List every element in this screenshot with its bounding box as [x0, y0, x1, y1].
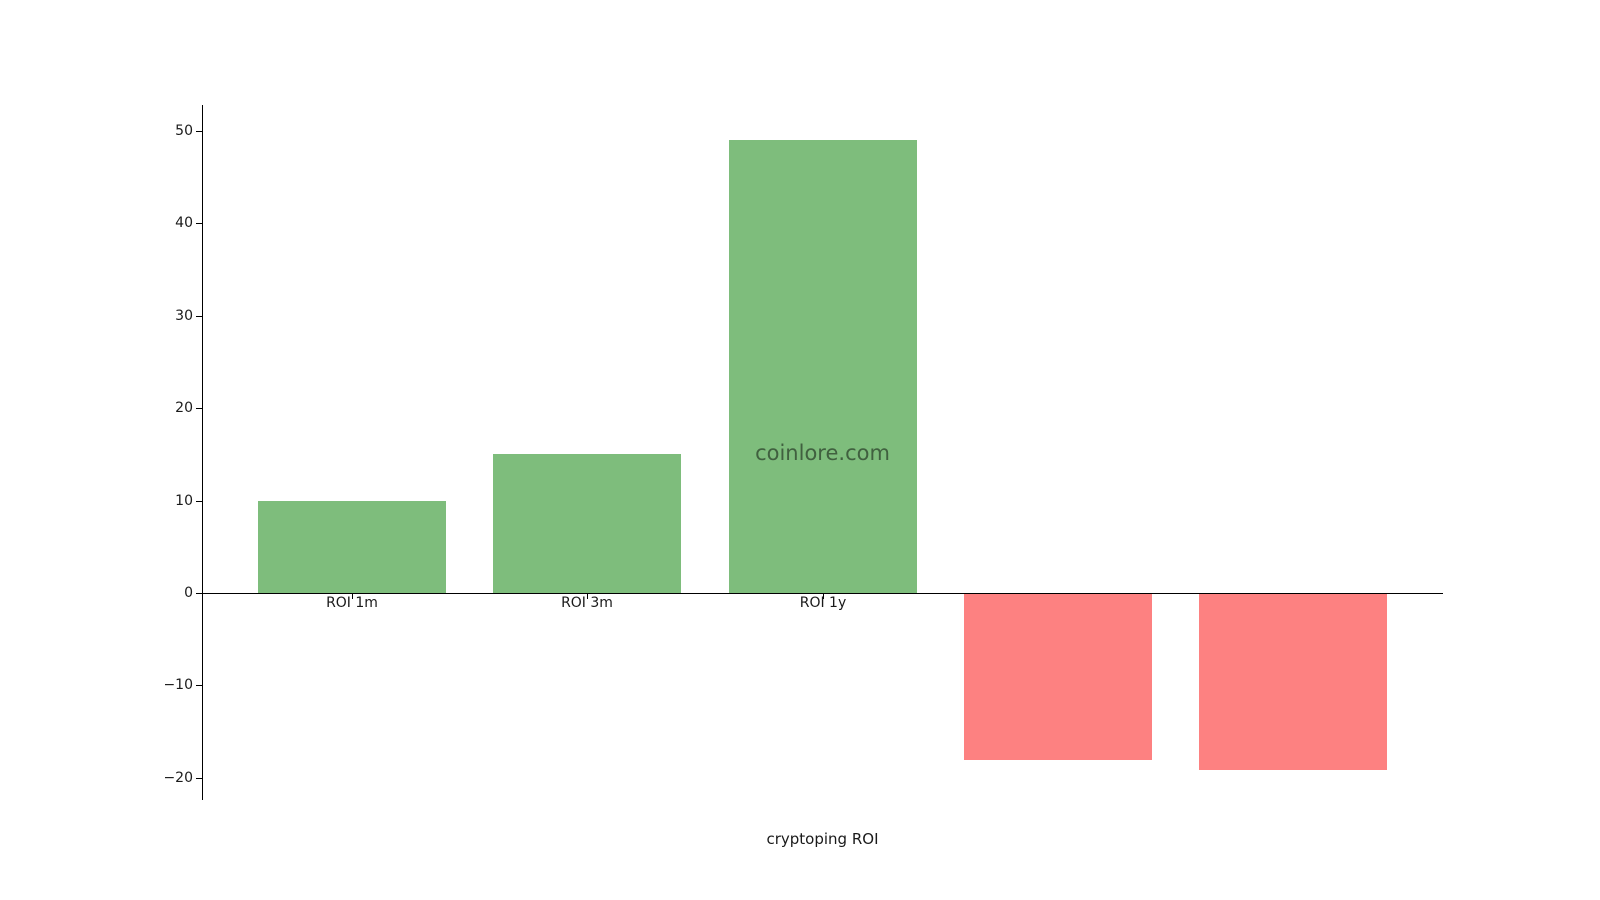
bar [493, 454, 681, 593]
y-tick-mark [196, 131, 202, 132]
bar [729, 140, 917, 593]
x-tick-label: ROI 1m [326, 595, 378, 611]
y-tick-mark [196, 593, 202, 594]
y-tick-label: 10 [175, 493, 193, 509]
y-tick-label: 20 [175, 400, 193, 416]
y-tick-mark [196, 223, 202, 224]
watermark-text: coinlore.com [755, 440, 890, 465]
y-tick-mark [196, 316, 202, 317]
y-tick-label: 30 [175, 308, 193, 324]
x-axis-title: cryptoping ROI [766, 830, 879, 848]
y-tick-label: 50 [175, 123, 193, 139]
y-tick-mark [196, 501, 202, 502]
x-axis-line [202, 593, 1443, 594]
y-tick-mark [196, 408, 202, 409]
y-tick-label: −10 [163, 677, 193, 693]
bar [964, 594, 1152, 760]
y-tick-mark [196, 685, 202, 686]
y-axis-line [202, 105, 203, 800]
y-tick-mark [196, 778, 202, 779]
bar [1199, 594, 1387, 770]
bar [258, 501, 446, 593]
plot-area: ROI 1m ROI 3m ROI 1y coinlore.com [202, 105, 1443, 800]
x-tick-label: ROI 3m [561, 595, 613, 611]
y-tick-label: −20 [163, 770, 193, 786]
x-tick-label: ROI 1y [799, 595, 847, 611]
x-tick-mark [587, 594, 588, 599]
y-tick-label: 40 [175, 215, 193, 231]
x-tick-mark [823, 594, 824, 599]
y-tick-label: 0 [184, 585, 193, 601]
x-tick-mark [352, 594, 353, 599]
